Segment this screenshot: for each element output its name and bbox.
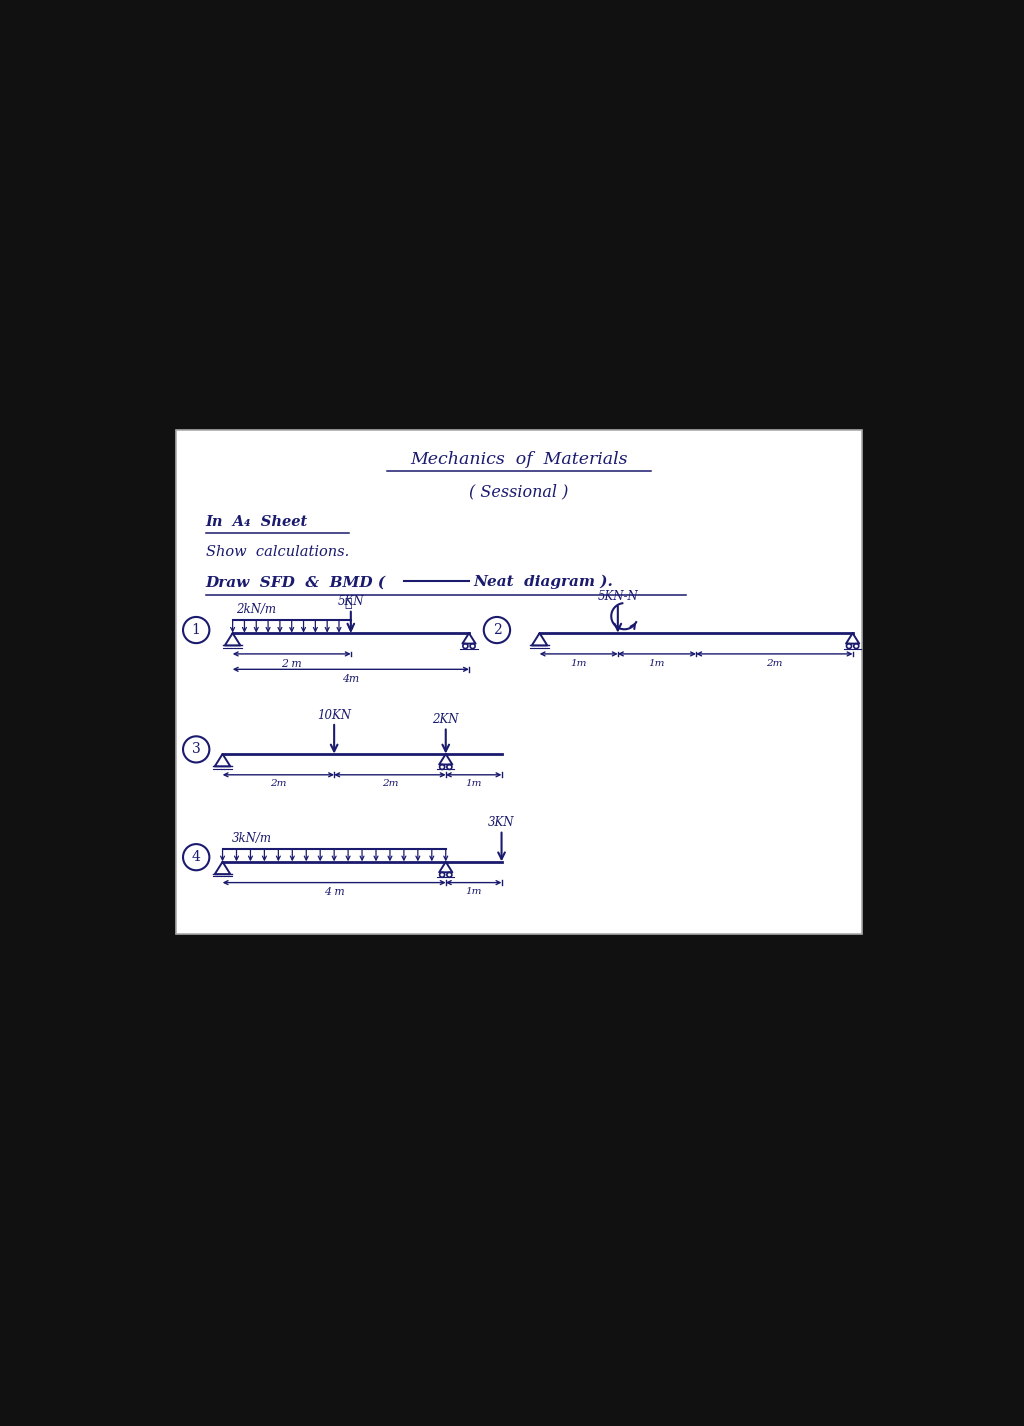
Text: 2 m: 2 m bbox=[282, 659, 302, 669]
Text: 2kN/m: 2kN/m bbox=[237, 603, 276, 616]
Text: 4 m: 4 m bbox=[324, 887, 344, 897]
Text: 4m: 4m bbox=[342, 674, 359, 684]
Text: In  A₄  Sheet: In A₄ Sheet bbox=[206, 515, 308, 529]
Text: 2m: 2m bbox=[766, 659, 782, 667]
Text: Show  calculations.: Show calculations. bbox=[206, 545, 349, 559]
Text: 5KN-N: 5KN-N bbox=[597, 590, 638, 603]
Text: ~~~~~: ~~~~~ bbox=[406, 575, 469, 589]
Text: 2m: 2m bbox=[382, 780, 398, 789]
Text: Draw  SFD  &  BMD (: Draw SFD & BMD ( bbox=[206, 575, 386, 589]
Text: 2KN: 2KN bbox=[432, 713, 459, 726]
Text: 2: 2 bbox=[493, 623, 502, 637]
Text: 3: 3 bbox=[191, 743, 201, 756]
Text: 5KN: 5KN bbox=[338, 596, 365, 609]
Text: 2m: 2m bbox=[270, 780, 287, 789]
Text: Mechanics  of  Materials: Mechanics of Materials bbox=[411, 451, 628, 468]
Text: 1m: 1m bbox=[570, 659, 587, 667]
Text: 1: 1 bbox=[191, 623, 201, 637]
Text: 4: 4 bbox=[191, 850, 201, 864]
Text: 1m: 1m bbox=[465, 887, 482, 896]
Text: Neat  diagram ).: Neat diagram ). bbox=[474, 575, 613, 589]
Text: 1m: 1m bbox=[465, 780, 482, 789]
Text: 3KN: 3KN bbox=[488, 817, 515, 830]
Text: ( Sessional ): ( Sessional ) bbox=[469, 483, 568, 501]
FancyBboxPatch shape bbox=[176, 429, 862, 934]
Text: 1m: 1m bbox=[649, 659, 666, 667]
Text: 3kN/m: 3kN/m bbox=[231, 831, 271, 844]
Text: 10KN: 10KN bbox=[317, 709, 351, 722]
Text: ⌣: ⌣ bbox=[345, 597, 352, 610]
